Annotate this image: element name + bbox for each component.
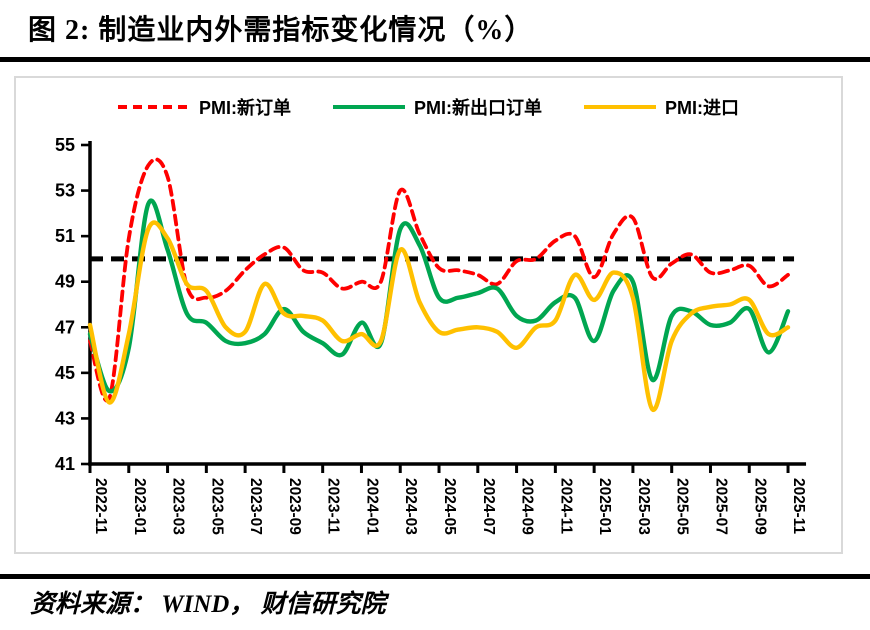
x-tick-label: 2024-09 <box>519 478 536 535</box>
pmi-line-chart: 55 53 51 49 47 45 43 41 2022-11 2023-01 2023-03 202… <box>55 135 807 535</box>
legend-item: PMI:进口 <box>584 94 739 120</box>
dashed-line-swatch-icon <box>118 105 190 109</box>
series-line-new-export-orders <box>87 198 791 394</box>
x-tick-label: 2024-01 <box>363 478 380 535</box>
x-tick-label: 2023-07 <box>247 478 264 535</box>
x-tick-label: 2024-11 <box>557 478 574 534</box>
x-tick-label: 2023-03 <box>170 478 187 535</box>
x-tick-label: 2023-05 <box>208 478 225 535</box>
x-tick-label: 2022-11 <box>92 478 109 534</box>
series-line-imports <box>87 220 791 412</box>
y-tick-label: 41 <box>55 454 75 474</box>
chart-legend: PMI:新订单 PMI:新出口订单 PMI:进口 <box>16 92 841 122</box>
y-tick-label: 43 <box>55 408 75 428</box>
x-tick-label: 2025-03 <box>635 478 652 535</box>
x-tick-label: 2024-03 <box>402 478 419 535</box>
y-tick-label: 47 <box>55 317 75 337</box>
x-tick-label: 2025-09 <box>751 478 768 535</box>
chart-panel: PMI:新订单 PMI:新出口订单 PMI:进口 55 53 51 49 47 45 43 41 2… <box>14 76 843 554</box>
series-line-new-orders <box>88 157 790 403</box>
y-tick-label: 49 <box>55 272 75 292</box>
solid-line-swatch-icon <box>333 105 405 109</box>
solid-line-swatch-icon <box>584 105 656 109</box>
x-tick-label: 2025-11 <box>790 478 807 534</box>
y-tick-label: 45 <box>55 363 75 383</box>
x-tick-label: 2025-05 <box>674 478 691 535</box>
x-tick-label: 2025-01 <box>596 478 613 535</box>
legend-label: PMI:新订单 <box>199 98 291 118</box>
x-tick-label: 2024-07 <box>480 478 497 535</box>
source-divider <box>0 574 870 579</box>
page-title: 图 2: 制造业内外需指标变化情况（%） <box>28 15 534 46</box>
legend-label: PMI:新出口订单 <box>414 98 542 118</box>
y-tick-label: 55 <box>55 135 75 155</box>
title-divider <box>0 57 870 62</box>
legend-item: PMI:新出口订单 <box>333 94 542 120</box>
y-tick-label: 53 <box>55 181 75 201</box>
x-tick-label: 2023-01 <box>131 478 148 535</box>
x-tick-label: 2023-11 <box>325 478 342 534</box>
x-tick-label: 2024-05 <box>441 478 458 535</box>
x-tick-label: 2023-09 <box>286 478 303 535</box>
legend-item: PMI:新订单 <box>118 94 291 120</box>
legend-label: PMI:进口 <box>665 98 739 118</box>
y-tick-label: 51 <box>55 226 75 246</box>
source-note: 资料来源： WIND， 财信研究院 <box>30 591 386 618</box>
x-tick-label: 2025-07 <box>712 478 729 535</box>
